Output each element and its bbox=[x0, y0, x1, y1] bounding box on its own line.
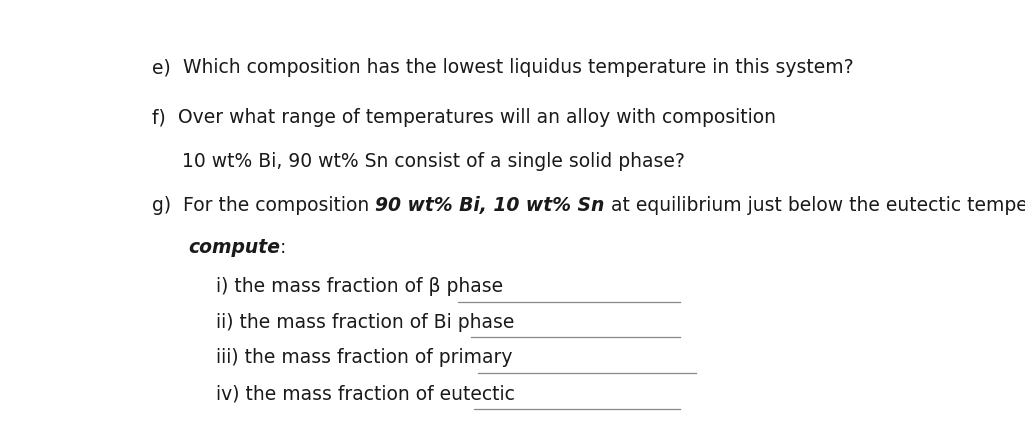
Text: e): e) bbox=[152, 58, 182, 77]
Text: Over what range of temperatures will an alloy with composition: Over what range of temperatures will an … bbox=[177, 109, 776, 128]
Text: 90 wt% Bi, 10 wt% Sn: 90 wt% Bi, 10 wt% Sn bbox=[375, 196, 605, 215]
Text: iii) the mass fraction of primary: iii) the mass fraction of primary bbox=[215, 348, 512, 368]
Text: ii) the mass fraction of Bi phase: ii) the mass fraction of Bi phase bbox=[215, 313, 514, 332]
Text: at equilibrium just below the eutectic temperature,: at equilibrium just below the eutectic t… bbox=[605, 196, 1025, 215]
Text: :: : bbox=[280, 238, 286, 257]
Text: f): f) bbox=[152, 109, 177, 128]
Text: Which composition has the lowest liquidus temperature in this system?: Which composition has the lowest liquidu… bbox=[182, 58, 854, 77]
Text: g): g) bbox=[152, 196, 183, 215]
Text: iv) the mass fraction of eutectic: iv) the mass fraction of eutectic bbox=[215, 384, 515, 403]
Text: compute: compute bbox=[188, 238, 280, 257]
Text: For the composition: For the composition bbox=[183, 196, 375, 215]
Text: i) the mass fraction of β phase: i) the mass fraction of β phase bbox=[215, 277, 502, 296]
Text: 10 wt% Bi, 90 wt% Sn consist of a single solid phase?: 10 wt% Bi, 90 wt% Sn consist of a single… bbox=[152, 152, 685, 171]
